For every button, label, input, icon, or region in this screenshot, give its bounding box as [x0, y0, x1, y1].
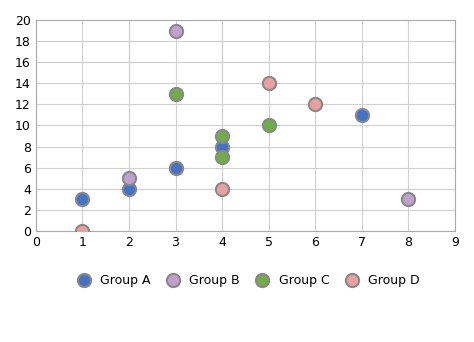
Group A — [358, 112, 365, 118]
Group C — [219, 133, 226, 139]
Group B — [172, 28, 179, 33]
Group A — [79, 197, 86, 202]
Group B — [405, 197, 412, 202]
Group D — [219, 186, 226, 192]
Group D — [265, 80, 273, 86]
Group C — [219, 154, 226, 160]
Legend: Group A, Group B, Group C, Group D: Group A, Group B, Group C, Group D — [66, 269, 425, 292]
Group C — [265, 123, 273, 128]
Group D — [79, 228, 86, 234]
Group D — [311, 102, 319, 107]
Group A — [125, 186, 133, 192]
Group A — [219, 144, 226, 149]
Group B — [125, 175, 133, 181]
Group A — [172, 165, 179, 170]
Group C — [172, 91, 179, 96]
